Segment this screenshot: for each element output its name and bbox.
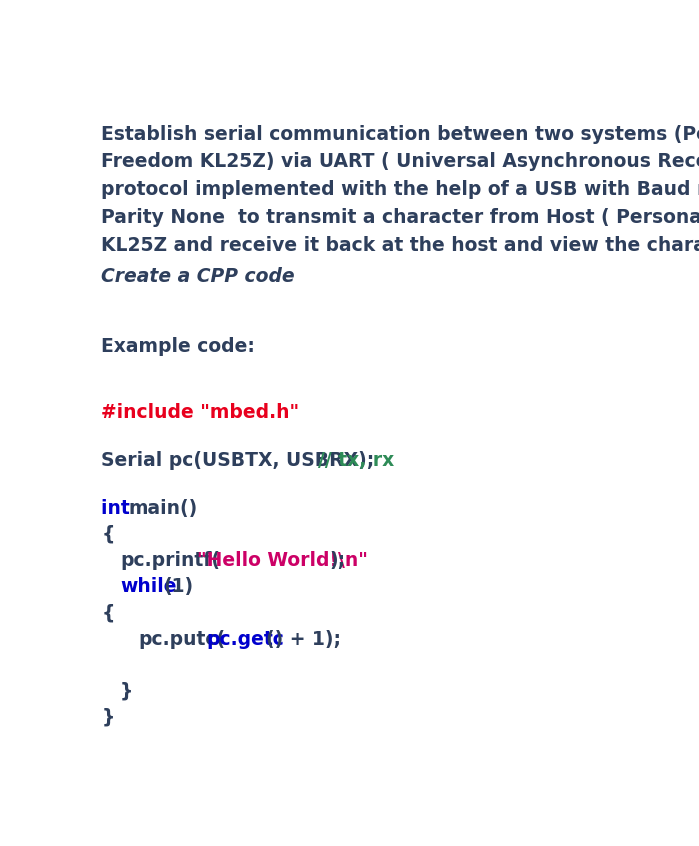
Text: #include "mbed.h": #include "mbed.h" bbox=[101, 404, 299, 422]
Text: }: } bbox=[120, 681, 134, 700]
Text: main(): main() bbox=[129, 499, 198, 518]
Text: protocol implemented with the help of a USB with Baud rate 9600, Stop bit 1, and: protocol implemented with the help of a … bbox=[101, 180, 699, 199]
Text: Freedom KL25Z) via UART ( Universal Asynchronous Receiver and Transmitter): Freedom KL25Z) via UART ( Universal Asyn… bbox=[101, 152, 699, 172]
Text: );: ); bbox=[330, 552, 346, 570]
Text: // tx, rx: // tx, rx bbox=[318, 451, 394, 470]
Text: while: while bbox=[120, 577, 176, 596]
Text: pc.putc(: pc.putc( bbox=[138, 629, 226, 649]
Text: KL25Z and receive it back at the host and view the character at the terminal uti: KL25Z and receive it back at the host an… bbox=[101, 235, 699, 255]
Text: pc.getc: pc.getc bbox=[206, 629, 284, 649]
Text: "Hello World!\n": "Hello World!\n" bbox=[197, 552, 368, 570]
Text: (1): (1) bbox=[164, 577, 194, 596]
Text: Example code:: Example code: bbox=[101, 338, 255, 356]
Text: {: { bbox=[101, 525, 115, 544]
Text: () + 1);: () + 1); bbox=[266, 629, 341, 649]
Text: int: int bbox=[101, 499, 136, 518]
Text: Establish serial communication between two systems (Personal Computer and: Establish serial communication between t… bbox=[101, 124, 699, 144]
Text: Serial pc(USBTX, USBRX);: Serial pc(USBTX, USBRX); bbox=[101, 451, 381, 470]
Text: Parity None  to transmit a character from Host ( Personal Computer) to FRDM: Parity None to transmit a character from… bbox=[101, 208, 699, 227]
Text: }: } bbox=[101, 707, 115, 727]
Text: pc.printf(: pc.printf( bbox=[120, 552, 220, 570]
Text: {: { bbox=[101, 603, 115, 623]
Text: Create a CPP code: Create a CPP code bbox=[101, 267, 295, 286]
